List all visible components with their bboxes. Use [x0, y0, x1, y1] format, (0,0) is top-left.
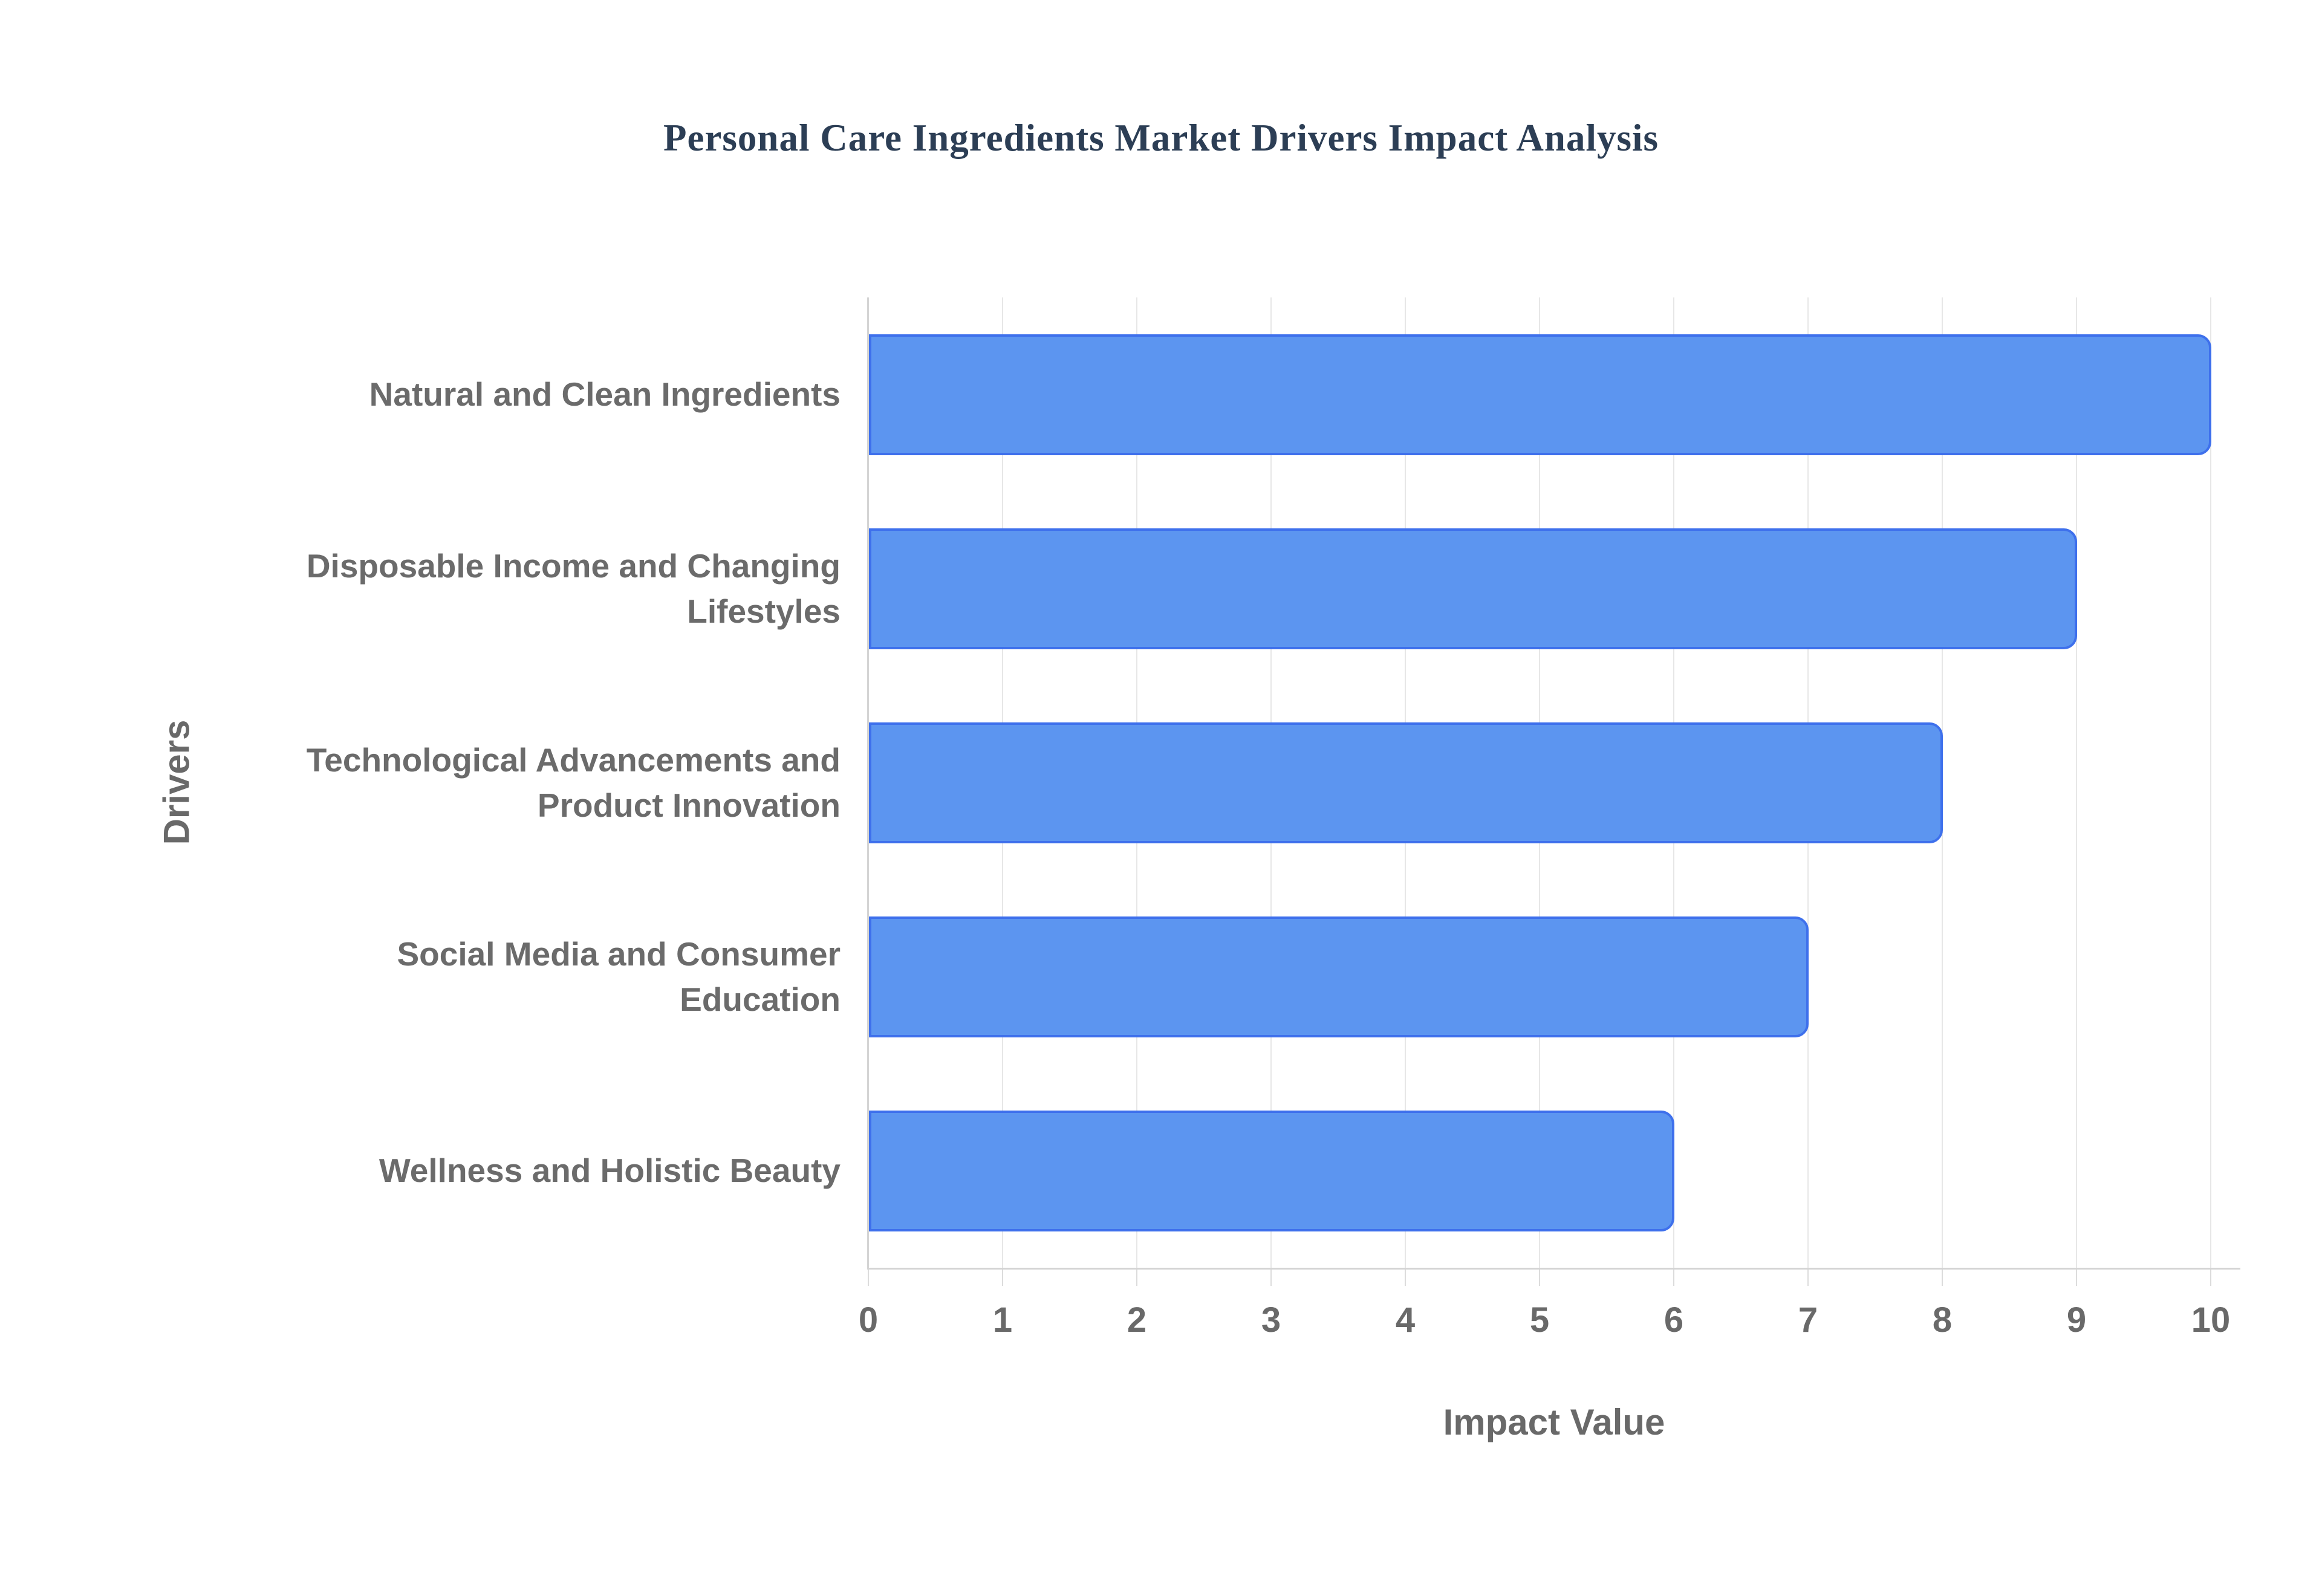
- category-label: Technological Advancements and Product I…: [306, 741, 841, 824]
- x-axis-line: [867, 1268, 2240, 1270]
- x-tick-label: 5: [1529, 1300, 1550, 1340]
- category-label: Natural and Clean Ingredients: [369, 375, 841, 414]
- x-tick-label: 9: [2066, 1300, 2087, 1340]
- bar-4: [869, 916, 1809, 1037]
- bar-2: [869, 528, 2077, 649]
- x-tick-mark: [1807, 1268, 1809, 1286]
- x-tick-mark: [1136, 1268, 1137, 1286]
- x-axis-title: Impact Value: [1443, 1402, 1665, 1442]
- x-tick-mark: [1270, 1268, 1272, 1286]
- x-tick-mark: [868, 1268, 869, 1286]
- category-label: Disposable Income and Changing Lifestyle…: [306, 547, 841, 630]
- x-tick-label: 6: [1663, 1300, 1684, 1340]
- bar-1: [869, 334, 2211, 455]
- y-axis-line: [867, 297, 869, 1268]
- x-tick-label: 10: [2191, 1300, 2231, 1340]
- x-tick-mark: [1405, 1268, 1406, 1286]
- x-tick-label: 2: [1127, 1300, 1147, 1340]
- x-tick-mark: [1539, 1268, 1540, 1286]
- bar-5: [869, 1110, 1674, 1231]
- chart-title: Personal Care Ingredients Market Drivers…: [663, 117, 1659, 159]
- x-tick-label: 0: [858, 1300, 879, 1340]
- gridline: [2076, 297, 2077, 1268]
- x-tick-label: 1: [992, 1300, 1013, 1340]
- x-tick-mark: [2210, 1268, 2211, 1286]
- gridline: [2210, 297, 2211, 1268]
- x-tick-mark: [1673, 1268, 1674, 1286]
- category-label: Social Media and Consumer Education: [397, 935, 841, 1018]
- category-label: Wellness and Holistic Beauty: [379, 1152, 841, 1190]
- bar-3: [869, 722, 1943, 843]
- x-tick-mark: [2076, 1268, 2077, 1286]
- x-tick-label: 4: [1395, 1300, 1416, 1340]
- x-tick-label: 7: [1798, 1300, 1818, 1340]
- x-tick-mark: [1002, 1268, 1003, 1286]
- x-tick-mark: [1942, 1268, 1943, 1286]
- x-tick-label: 3: [1261, 1300, 1281, 1340]
- x-tick-label: 8: [1932, 1300, 1953, 1340]
